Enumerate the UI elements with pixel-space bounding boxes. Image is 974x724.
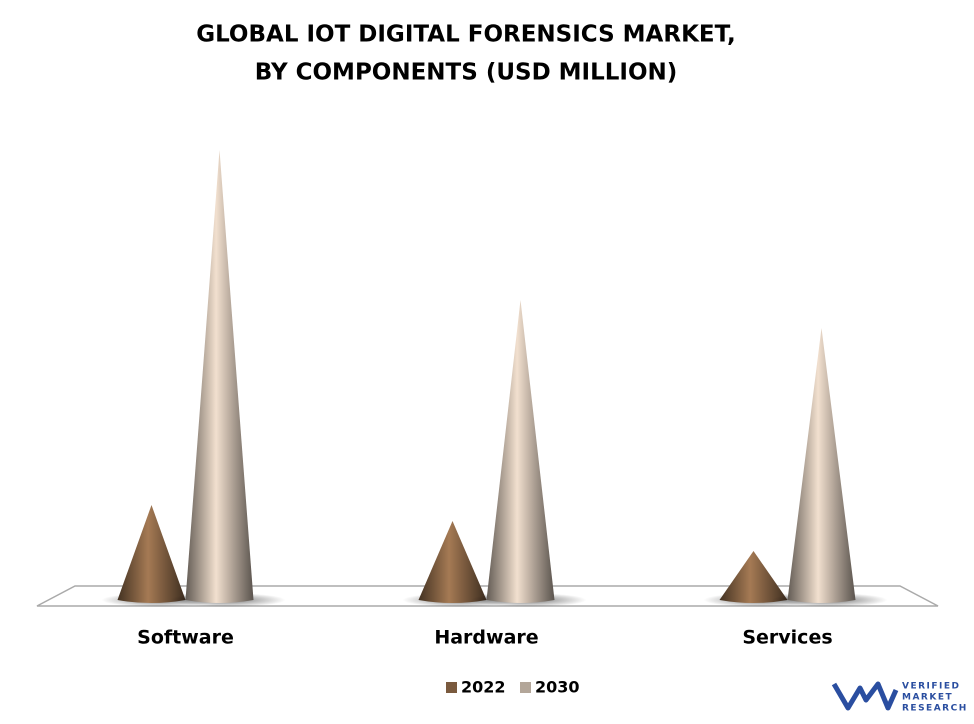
cone [719, 551, 788, 603]
logo-text: MARKET [902, 693, 953, 703]
chart-title: BY COMPONENTS (USD MILLION) [255, 60, 678, 86]
cone [787, 328, 856, 603]
legend-label: 2022 [461, 678, 506, 697]
x-tick-label: Hardware [434, 627, 538, 649]
logo-text: VERIFIED [902, 682, 961, 692]
cone [185, 150, 254, 603]
legend-label: 2030 [535, 678, 580, 697]
cone [418, 521, 487, 603]
chart-title: GLOBAL IOT DIGITAL FORENSICS MARKET, [196, 22, 736, 48]
cone [486, 300, 555, 603]
cone [117, 505, 186, 603]
x-tick-label: Services [742, 627, 832, 649]
logo-mark [831, 681, 899, 711]
logo-text: RESEARCH [902, 704, 968, 714]
logo: VERIFIED MARKET RESEARCH [831, 681, 968, 714]
legend-swatch [520, 682, 531, 693]
legend-swatch [446, 682, 457, 693]
x-tick-label: Software [137, 627, 234, 649]
